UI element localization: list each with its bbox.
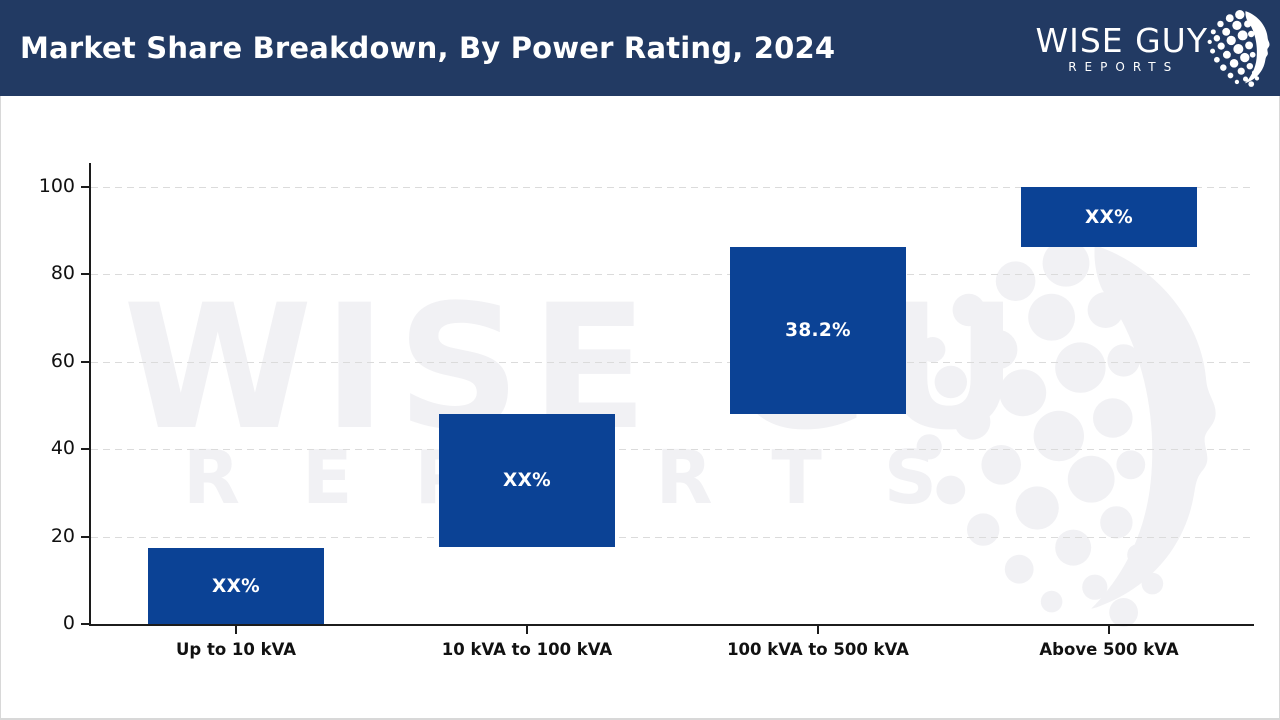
gridline (91, 362, 1254, 363)
bar: XX% (1021, 187, 1197, 247)
y-tick-label: 20 (50, 525, 75, 547)
y-tick-mark (81, 448, 89, 450)
y-tick-label: 40 (50, 437, 75, 459)
x-tick-label: Up to 10 kVA (175, 640, 297, 659)
bar-value-label: XX% (212, 575, 260, 597)
bar-value-label: XX% (1085, 206, 1133, 228)
x-tick-mark (1108, 626, 1110, 634)
y-tick-mark (81, 273, 89, 275)
gridline (91, 449, 1254, 450)
watermark-dotted-head-icon (904, 239, 1216, 627)
gridline (91, 187, 1254, 188)
y-tick-mark (81, 186, 89, 188)
brand-subtitle: REPORTS (1068, 60, 1180, 75)
x-tick-mark (235, 626, 237, 634)
bar: XX% (439, 414, 615, 547)
y-tick-label: 100 (38, 175, 75, 197)
dotted-head-logo-icon (1207, 9, 1270, 87)
bar: XX% (148, 548, 324, 624)
x-tick-mark (526, 626, 528, 634)
y-tick-label: 80 (50, 262, 75, 284)
y-tick-label: 0 (62, 612, 75, 634)
x-tick-label: Above 500 kVA (1039, 640, 1179, 659)
brand-logo-text: WISE GUY REPORTS (1035, 20, 1208, 75)
y-axis-line (89, 163, 91, 626)
x-axis-line (89, 624, 1254, 626)
header-bar: Market Share Breakdown, By Power Rating,… (0, 0, 1280, 96)
y-tick-mark (81, 361, 89, 363)
gridline (91, 537, 1254, 538)
x-tick-label: 100 kVA to 500 kVA (727, 640, 909, 659)
brand-logo: WISE GUY REPORTS (1035, 6, 1272, 92)
y-tick-label: 60 (50, 350, 75, 372)
y-tick-mark (81, 623, 89, 625)
brand-name: WISE GUY (1035, 20, 1208, 60)
bar-value-label: 38.2% (785, 320, 851, 341)
gridline (91, 274, 1254, 275)
bar: 38.2% (730, 247, 906, 414)
x-tick-label: 10 kVA to 100 kVA (441, 640, 613, 659)
page-title: Market Share Breakdown, By Power Rating,… (20, 31, 836, 65)
bar-value-label: XX% (503, 470, 551, 491)
x-tick-mark (817, 626, 819, 634)
y-tick-mark (81, 536, 89, 538)
